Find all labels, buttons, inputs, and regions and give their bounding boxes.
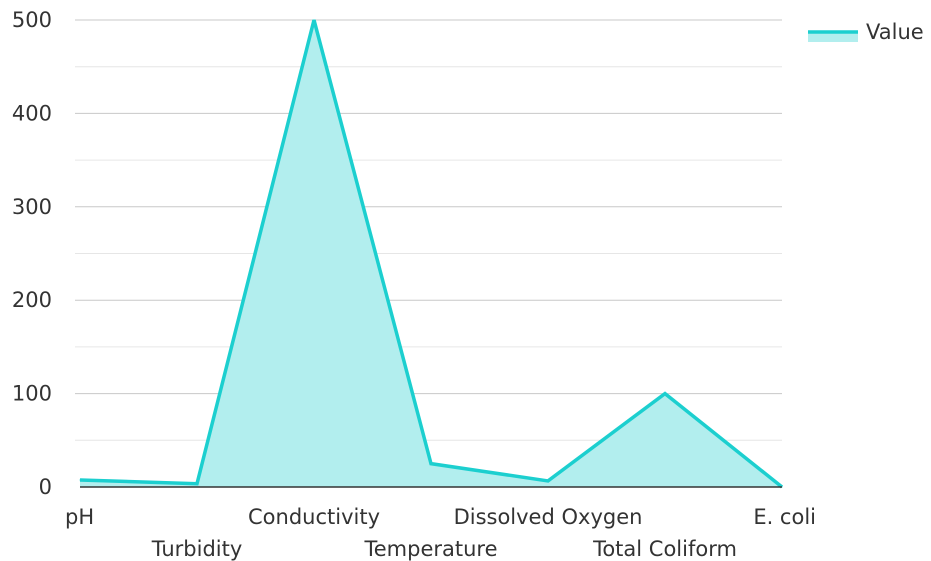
data-point-total-coliform: [664, 393, 666, 395]
y-tick-label: 400: [12, 101, 52, 125]
legend-label-value: Value: [866, 20, 924, 44]
legend-swatch: [808, 32, 858, 42]
y-tick-label: 300: [12, 195, 52, 219]
y-axis-tick-labels: 0 100 200 300 400 500: [12, 8, 52, 499]
data-point-conductivity: [313, 19, 315, 21]
series-value-area: [79, 19, 784, 489]
y-tick-label: 500: [12, 8, 52, 32]
series-value-fill: [80, 20, 782, 487]
data-point-ph: [79, 479, 81, 481]
x-tick-label: Total Coliform: [592, 537, 737, 561]
x-tick-label: Dissolved Oxygen: [454, 505, 643, 529]
x-tick-label: pH: [65, 505, 94, 529]
grid-lines: [75, 19, 782, 441]
x-tick-label: E. coli: [753, 505, 816, 529]
data-point-temperature: [430, 463, 432, 465]
y-tick-label: 200: [12, 288, 52, 312]
x-tick-label: Temperature: [363, 537, 497, 561]
data-point-turbidity: [196, 483, 198, 485]
y-tick-label: 100: [12, 382, 52, 406]
data-point-dissolved-oxygen: [547, 480, 549, 482]
x-tick-label: Conductivity: [248, 505, 380, 529]
x-tick-label: Turbidity: [151, 537, 243, 561]
legend: Value: [808, 20, 924, 44]
y-tick-label: 0: [39, 475, 52, 499]
